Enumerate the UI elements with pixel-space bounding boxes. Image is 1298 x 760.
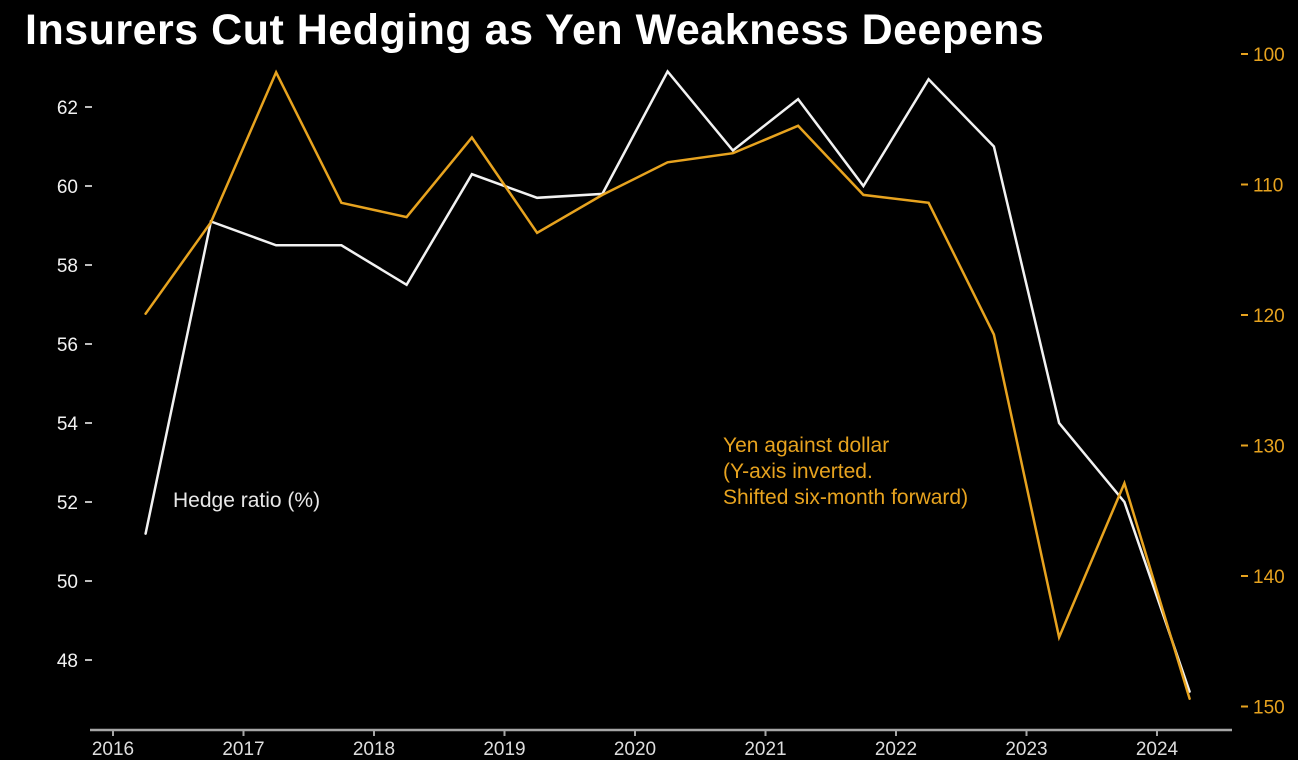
left-axis-tick-label: 58 <box>57 256 78 277</box>
x-tick-label: 2018 <box>353 739 395 760</box>
x-tick-label: 2021 <box>744 739 786 760</box>
x-tick-label: 2023 <box>1005 739 1047 760</box>
left-axis-tick-label: 56 <box>57 335 78 356</box>
series-layer <box>144 69 1191 700</box>
x-tick-label: 2022 <box>875 739 917 760</box>
x-tick-label: 2024 <box>1136 739 1179 760</box>
x-tick-label: 2019 <box>483 739 525 760</box>
right-axis-tick-label: 100 <box>1253 45 1285 66</box>
right-axis-tick-label: 130 <box>1253 437 1285 458</box>
right-axis-tick-label: 110 <box>1253 176 1283 197</box>
left-axis-tick-label: 52 <box>57 493 78 514</box>
left-axis-tick-label: 60 <box>57 177 78 198</box>
right-axis-tick-label: 140 <box>1253 567 1285 588</box>
yen-line <box>144 69 1191 700</box>
left-axis-tick-label: 62 <box>57 98 78 119</box>
right-axis-tick-label: 120 <box>1253 306 1285 327</box>
right-axis-tick-label: 150 <box>1253 698 1285 719</box>
axes-layer: 2016 2017 2018 2019 2020 2021 2022 2023 2024 62 60… <box>57 45 1285 760</box>
yen-series-label-line3: Shifted six-month forward) <box>723 486 968 509</box>
left-axis-tick-label: 54 <box>57 414 79 435</box>
x-tick-label: 2016 <box>92 739 134 760</box>
left-axis-tick-label: 48 <box>57 651 78 672</box>
yen-series-label-line1: Yen against dollar <box>723 434 889 457</box>
chart-title: Insurers Cut Hedging as Yen Weakness Dee… <box>25 6 1044 54</box>
x-tick-label: 2020 <box>614 739 656 760</box>
hedge-ratio-line <box>144 69 1191 693</box>
x-tick-label: 2017 <box>222 739 264 760</box>
yen-series-label-line2: (Y-axis inverted. <box>723 460 873 483</box>
left-axis-tick-label: 50 <box>57 572 78 593</box>
hedge-ratio-series-label: Hedge ratio (%) <box>173 489 320 512</box>
